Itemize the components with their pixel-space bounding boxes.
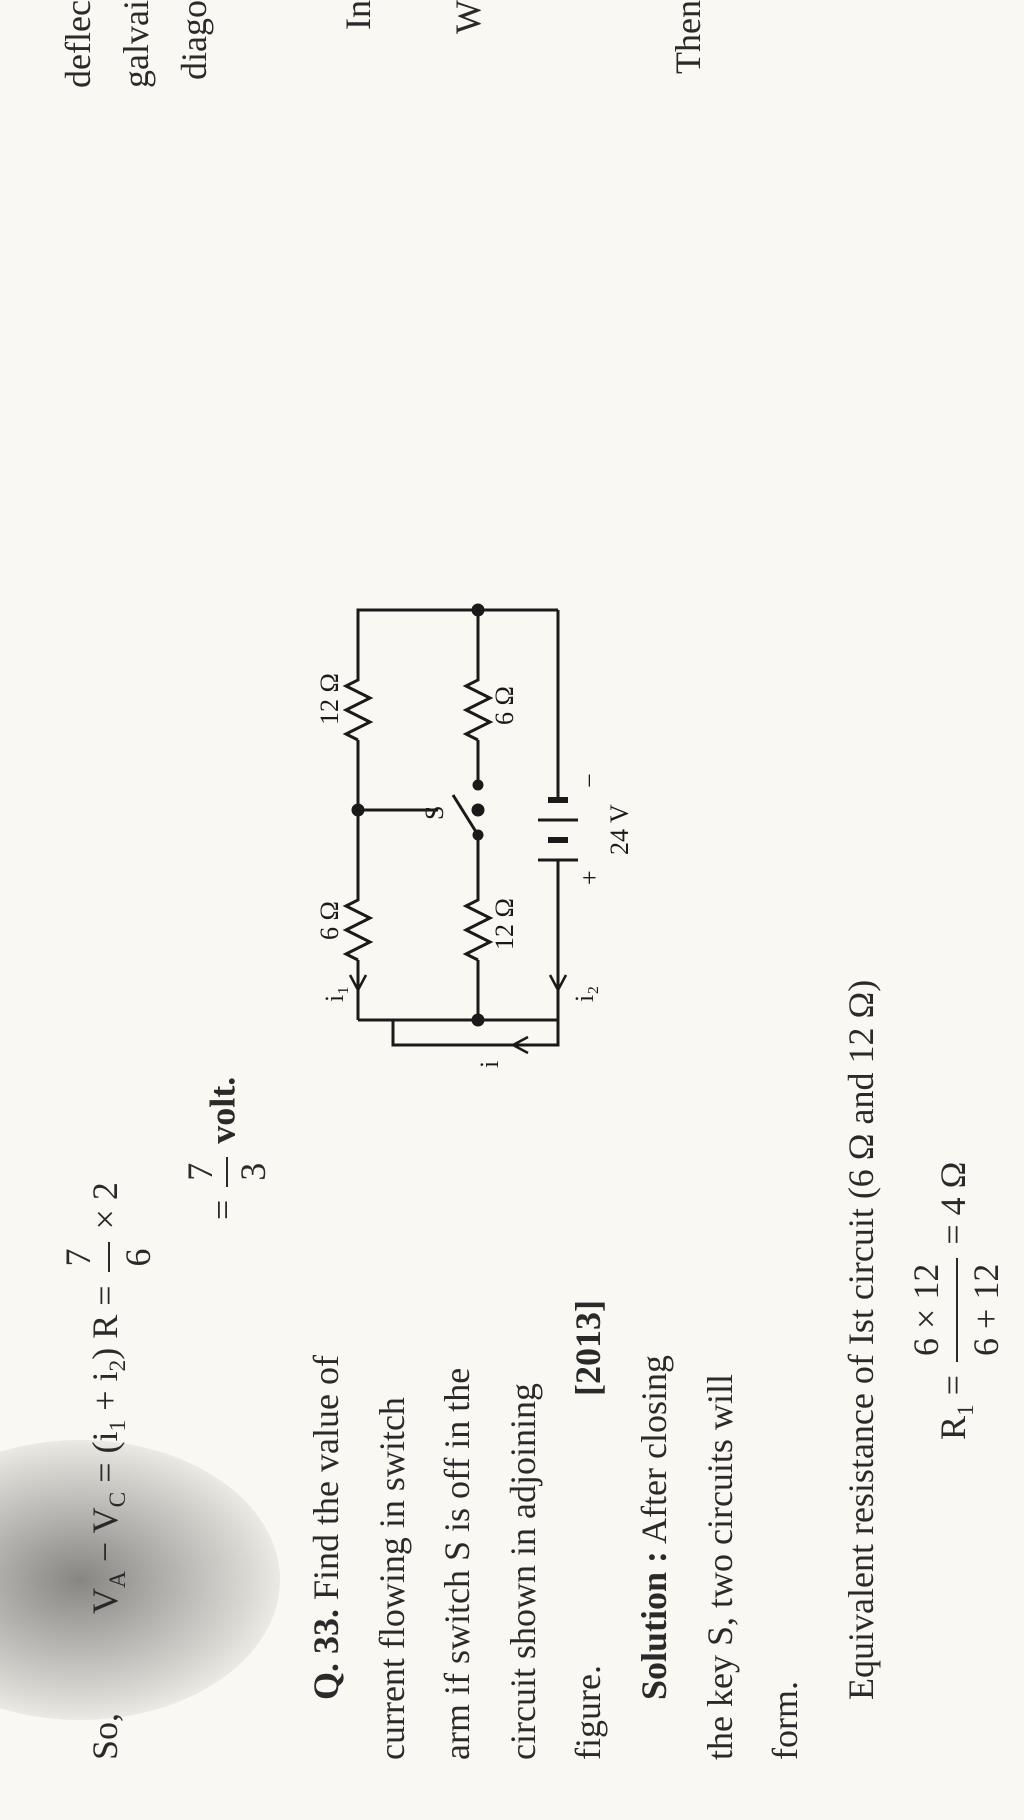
r1-sub: 1 [953,1404,979,1416]
sol-line-2: the key S, two circuits will [692,1110,750,1760]
fragment-then: Then [660,0,718,74]
frac2-num: 7 [175,1157,227,1187]
sol-line-1: Solution : After closing [626,1110,684,1760]
r1-fraction: 6 × 12 6 + 12 [898,1258,1015,1362]
eq-line-2: = 7 3 volt. [175,60,278,1220]
r1-formula: R1 = 6 × 12 6 + 12 = 4 Ω [898,60,1015,1440]
r1-result: = 4 Ω [933,1162,973,1245]
fragment-galva: galvai [108,0,166,88]
eq-rhs2: ) R = [85,1276,125,1359]
label-minus: − [575,773,604,788]
fragment-w: W [440,0,498,34]
label-12ohm-top: 12 Ω [315,673,344,725]
question-text-column: Q. 33. Find the value of current flowing… [298,1110,823,1760]
sol-line-3: form. [757,1110,815,1760]
label-i1: i₁ [320,986,349,1002]
equiv-line: Equivalent resistance of Ist circuit (6 … [833,60,891,1700]
sol-text-1: After closing [634,1355,674,1551]
label-6ohm-mid: 6 Ω [490,686,519,725]
label-i: i [475,1061,504,1068]
r1-den: 6 + 12 [958,1258,1016,1362]
circuit-diagram: 6 Ω 12 Ω 12 Ω 6 Ω S i₁ i₂ i + − 24 V [298,560,678,1080]
eq-sub-a: A [105,1571,131,1588]
label-6ohm-top: 6 Ω [315,901,344,940]
q-text-1: Find the value of [306,1355,346,1609]
so-line: So, VA − VC = (i1 + i2) R = 7 6 × 2 [50,60,167,1760]
eq-sub1: 1 [105,1420,131,1432]
eq-sub2: 2 [105,1360,131,1372]
circuit-svg: 6 Ω 12 Ω 12 Ω 6 Ω S i₁ i₂ i + − 24 V [298,560,678,1080]
q-number: Q. 33. [306,1609,346,1700]
label-i2: i₂ [570,986,599,1002]
fragment-in: In [330,0,388,30]
eq-va: V [85,1588,125,1614]
fraction-7-3: 7 3 [175,1157,278,1187]
q-line-3: arm if switch S is off in the [429,1110,487,1760]
eq2-equals: = [203,1191,243,1220]
r1-num: 6 × 12 [898,1258,958,1362]
so-label: So, [85,1713,125,1760]
label-24v: 24 V [605,804,634,855]
fragment-diago: diago [166,0,224,80]
r1-label: R [933,1416,973,1440]
solution-label: Solution : [634,1551,674,1700]
q-line-1: Q. 33. Find the value of [298,1110,356,1760]
eq-minus: − V [85,1507,125,1571]
eq-sub-c: C [105,1492,131,1508]
q-line-4: circuit shown in adjoining [495,1110,553,1760]
label-plus: + [575,870,604,885]
frac1-den: 6 [110,1242,168,1272]
frac1-num: 7 [50,1242,110,1272]
fragment-deflec: deflec [50,0,108,88]
question-block: Q. 33. Find the value of current flowing… [298,60,823,1760]
times-2: × 2 [85,1182,125,1229]
year-tag: [2013] [568,1300,608,1396]
volt-label: volt. [203,1077,243,1144]
page-content: deflec galvai diago In W Then So, VA − V… [0,0,1024,1820]
r1-eq: = [933,1366,973,1404]
frac2-den: 3 [228,1157,278,1187]
label-12ohm-mid: 12 Ω [490,898,519,950]
eq-plus: + i [85,1371,125,1419]
figure-word: figure. [568,1665,608,1760]
eq-rhs1: = (i [85,1432,125,1492]
label-switch: S [420,806,449,820]
q-line-5: figure. [2013] [560,1110,618,1760]
fraction-7-6: 7 6 [50,1242,167,1272]
q-line-2: current flowing in switch [364,1110,422,1760]
